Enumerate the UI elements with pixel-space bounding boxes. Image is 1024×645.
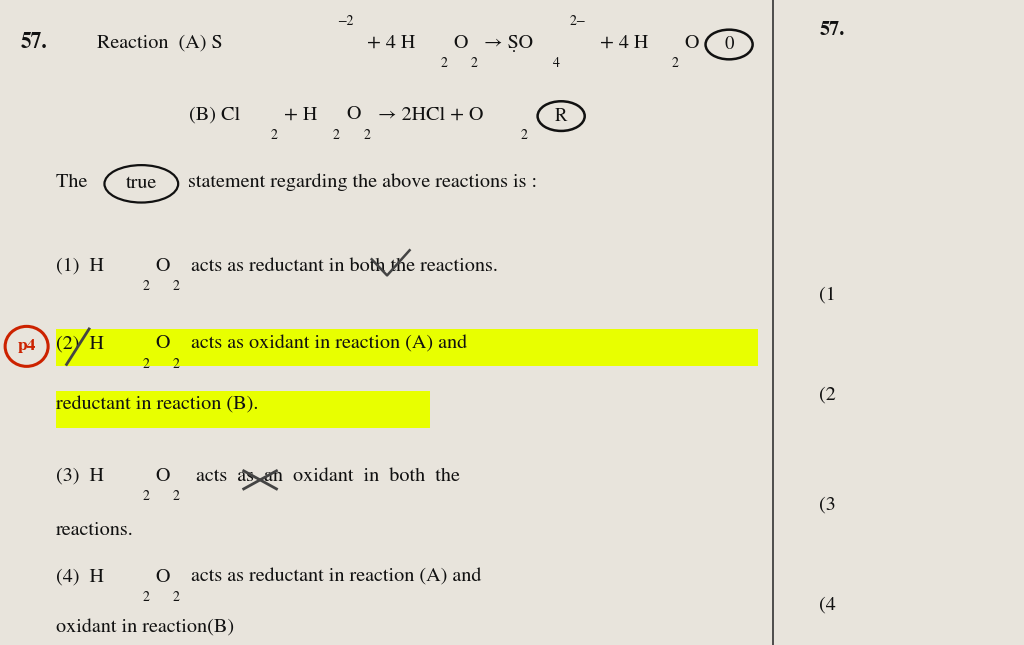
Text: 2: 2 <box>173 280 180 293</box>
Text: 2: 2 <box>333 128 340 142</box>
Text: acts as oxidant in reaction (A) and: acts as oxidant in reaction (A) and <box>186 335 468 352</box>
Text: O: O <box>156 258 170 275</box>
Text: 2: 2 <box>672 57 679 70</box>
Text: Reaction  (A) S: Reaction (A) S <box>97 35 223 52</box>
Text: acts as reductant in both the reactions.: acts as reductant in both the reactions. <box>186 258 499 275</box>
Text: 2: 2 <box>142 591 150 604</box>
Text: 2: 2 <box>364 128 371 142</box>
Text: 2: 2 <box>440 57 447 70</box>
Text: 2: 2 <box>173 357 180 371</box>
Text: 2: 2 <box>270 128 278 142</box>
Text: (4)  H: (4) H <box>56 569 104 586</box>
Text: reactions.: reactions. <box>56 522 134 539</box>
Text: + 4 H: + 4 H <box>600 35 648 52</box>
Text: 57.: 57. <box>20 32 47 53</box>
Text: (2)  H: (2) H <box>56 335 104 352</box>
Text: (4: (4 <box>819 597 836 613</box>
Text: (1: (1 <box>819 287 836 304</box>
Text: 57.: 57. <box>819 21 845 39</box>
Text: acts  as  an  oxidant  in  both  the: acts as an oxidant in both the <box>186 468 460 484</box>
Text: 2: 2 <box>520 128 527 142</box>
Text: 2: 2 <box>142 357 150 371</box>
Text: O: O <box>156 335 170 352</box>
Text: 2: 2 <box>173 591 180 604</box>
Text: 2: 2 <box>142 490 150 503</box>
FancyBboxPatch shape <box>56 329 758 366</box>
Text: (B) Cl: (B) Cl <box>189 106 241 123</box>
Text: −2: −2 <box>337 14 353 28</box>
Text: R: R <box>555 108 567 124</box>
FancyBboxPatch shape <box>56 391 430 428</box>
Text: (1)  H: (1) H <box>56 258 104 275</box>
Text: उप: उप <box>819 168 829 184</box>
Text: true: true <box>126 175 157 192</box>
Text: (3)  H: (3) H <box>56 468 104 484</box>
Text: अनि: अनि <box>883 23 898 39</box>
Text: 2: 2 <box>142 280 150 293</box>
Text: O: O <box>156 468 170 484</box>
Text: → 2HCl + O: → 2HCl + O <box>378 106 483 123</box>
Text: + 4 H: + 4 H <box>367 35 415 52</box>
Text: (2: (2 <box>819 387 836 404</box>
Text: O: O <box>156 569 170 586</box>
Text: 2: 2 <box>471 57 478 70</box>
Text: The: The <box>56 174 93 191</box>
Text: 0: 0 <box>724 36 734 53</box>
Text: O: O <box>684 35 698 52</box>
Text: statement regarding the above reactions is :: statement regarding the above reactions … <box>183 174 538 191</box>
Text: acts as reductant in reaction (A) and: acts as reductant in reaction (A) and <box>186 569 481 586</box>
Text: 2−: 2− <box>569 14 586 28</box>
Text: 4: 4 <box>553 57 560 70</box>
Text: + H: + H <box>284 106 316 123</box>
Text: → ṢO: → ṢO <box>484 35 534 52</box>
Text: O: O <box>346 106 360 123</box>
Text: (3: (3 <box>819 497 836 513</box>
Text: p4: p4 <box>17 339 36 353</box>
Text: oxidant in reaction(B): oxidant in reaction(B) <box>56 619 234 636</box>
Text: reductant in reaction (B).: reductant in reaction (B). <box>56 397 259 413</box>
Text: O: O <box>454 35 468 52</box>
Text: 2: 2 <box>173 490 180 503</box>
